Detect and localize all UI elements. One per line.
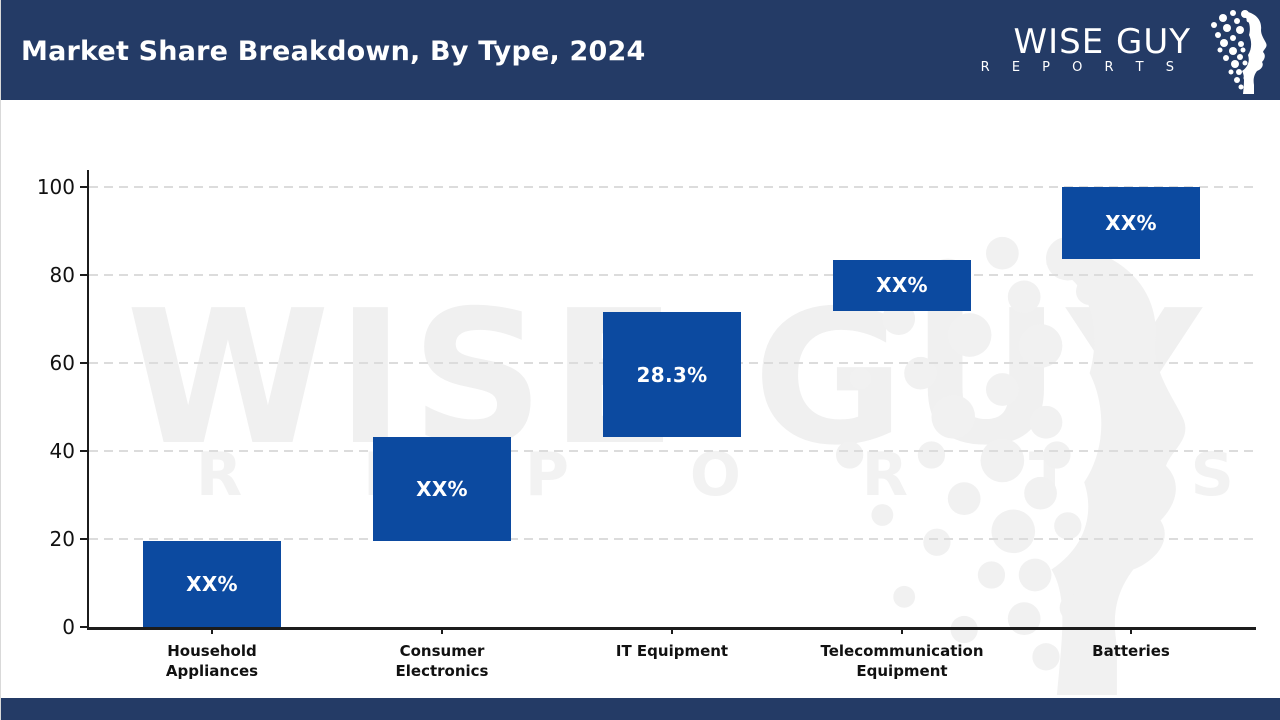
gridline [89, 186, 1254, 188]
y-tick-label: 0 [62, 615, 75, 639]
footer-bar [1, 698, 1280, 720]
y-tick-label: 20 [49, 527, 75, 551]
header-bar: Market Share Breakdown, By Type, 2024 WI… [1, 0, 1280, 100]
x-category-label: Batteries [1092, 642, 1170, 660]
chart-canvas: WISE GUY R E P O R T S 0 20 40 60 80 100 XX% Ho… [1, 100, 1280, 698]
bar-value-label: XX% [1105, 211, 1157, 236]
x-category-label: Household Appliances [165, 642, 259, 680]
gridline [89, 538, 1254, 540]
x-tick-mark [671, 627, 673, 634]
bar: XX% [143, 541, 281, 627]
y-tick-label: 60 [49, 351, 75, 375]
x-category-label: IT Equipment [615, 642, 729, 660]
x-tick-mark [901, 627, 903, 634]
y-tick-mark [80, 450, 87, 452]
y-tick-mark [80, 362, 87, 364]
page-title: Market Share Breakdown, By Type, 2024 [21, 36, 646, 67]
y-tick-label: 80 [49, 263, 75, 287]
gridline [89, 274, 1254, 276]
y-tick-mark [80, 186, 87, 188]
y-tick-label: 100 [36, 175, 75, 199]
x-tick-mark [441, 627, 443, 634]
bar: XX% [373, 436, 511, 542]
x-tick-mark [211, 627, 213, 634]
bar-value-label: XX% [416, 477, 468, 502]
bar: XX% [1062, 187, 1200, 260]
bar-value-label: XX% [186, 572, 238, 597]
x-category-label: Telecommunication Equipment [820, 642, 984, 680]
gridline [89, 450, 1254, 452]
y-tick-mark [80, 626, 87, 628]
y-tick-mark [80, 274, 87, 276]
y-tick-label: 40 [49, 439, 75, 463]
x-category-label: Consumer Electronics [395, 642, 489, 680]
bar: XX% [833, 259, 971, 312]
x-tick-mark [1130, 627, 1132, 634]
logo-head-icon [1211, 10, 1267, 94]
logo-subtitle: R E P O R T S [980, 60, 1183, 75]
y-axis-line [87, 170, 89, 629]
wiseguy-logo: WISE GUY R E P O R T S [981, 0, 1269, 100]
bar: 28.3% [603, 312, 741, 437]
bar-value-label: 28.3% [636, 362, 708, 387]
plot-area: 0 20 40 60 80 100 XX% Household Appliances XX% Con… [37, 170, 1256, 680]
y-tick-mark [80, 538, 87, 540]
logo-wordmark: WISE GUY [1013, 22, 1191, 62]
bar-value-label: XX% [876, 273, 928, 298]
